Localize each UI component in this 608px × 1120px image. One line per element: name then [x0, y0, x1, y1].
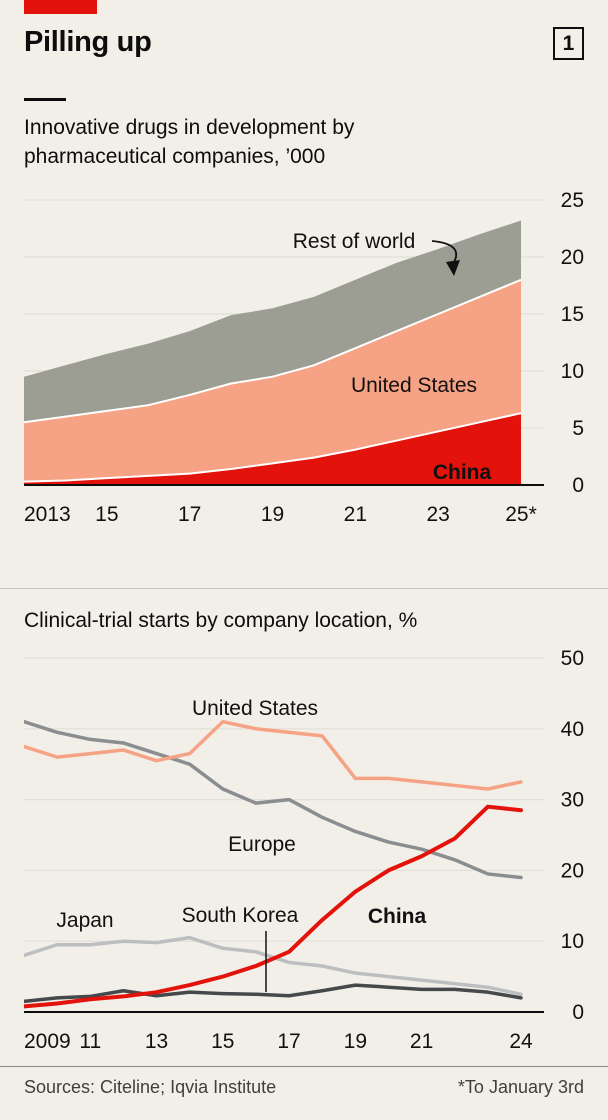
svg-text:20: 20: [561, 859, 584, 882]
svg-text:0: 0: [572, 474, 584, 497]
footer: Sources: Citeline; Iqvia Institute *To J…: [24, 1077, 584, 1098]
footnote: *To January 3rd: [457, 1077, 584, 1097]
svg-text:13: 13: [145, 1030, 168, 1053]
svg-text:19: 19: [261, 503, 284, 526]
svg-text:10: 10: [561, 360, 584, 383]
figure-number-badge: 1: [553, 27, 584, 60]
svg-text:2009: 2009: [24, 1030, 71, 1053]
svg-text:2013: 2013: [24, 503, 71, 526]
svg-text:15: 15: [211, 1030, 234, 1053]
svg-text:50: 50: [561, 647, 584, 670]
chart2-subtitle: Clinical-trial starts by company locatio…: [24, 609, 418, 632]
svg-text:17: 17: [178, 503, 201, 526]
svg-text:30: 30: [561, 789, 584, 812]
page-title: Pilling up: [24, 26, 152, 58]
line-chart: 0 10 20 30 40 50 2009 11 13 15 17 19 21 24 United Stat…: [24, 647, 584, 1053]
svg-text:40: 40: [561, 718, 584, 741]
stacked-area-chart: 0 5 10 15 20 25 2013 15 17 19 21 23 25* Rest of world…: [24, 189, 584, 526]
svg-text:25*: 25*: [505, 503, 537, 526]
svg-text:19: 19: [344, 1030, 367, 1053]
svg-text:Japan: Japan: [56, 909, 113, 932]
svg-text:China: China: [368, 905, 427, 928]
sources-note: Sources: Citeline; Iqvia Institute: [24, 1077, 277, 1097]
svg-text:17: 17: [277, 1030, 300, 1053]
brand-red-tab: [24, 0, 97, 14]
svg-text:China: China: [433, 461, 492, 484]
chart1-subtitle-line2: pharmaceutical companies, ’000: [24, 145, 326, 169]
footer-rule: [0, 1066, 608, 1067]
svg-text:United States: United States: [192, 697, 318, 720]
svg-text:15: 15: [95, 503, 118, 526]
svg-text:23: 23: [426, 503, 449, 526]
svg-text:21: 21: [410, 1030, 433, 1053]
chart1-subtitle: Innovative drugs in development by pharm…: [24, 113, 354, 172]
svg-text:25: 25: [561, 189, 584, 212]
svg-text:United States: United States: [351, 374, 477, 397]
svg-text:10: 10: [561, 930, 584, 953]
svg-text:0: 0: [572, 1001, 584, 1024]
svg-text:11: 11: [79, 1030, 101, 1053]
chart1-subtitle-line1: Innovative drugs in development by: [24, 116, 355, 139]
svg-text:21: 21: [344, 503, 367, 526]
svg-text:South Korea: South Korea: [182, 904, 299, 927]
svg-text:20: 20: [561, 246, 584, 269]
title-rule: [24, 98, 66, 101]
svg-text:5: 5: [572, 417, 584, 440]
svg-text:24: 24: [509, 1030, 533, 1053]
svg-text:Rest of world: Rest of world: [293, 230, 416, 253]
svg-text:15: 15: [561, 303, 584, 326]
svg-text:Europe: Europe: [228, 833, 296, 856]
section-divider: [0, 588, 608, 589]
